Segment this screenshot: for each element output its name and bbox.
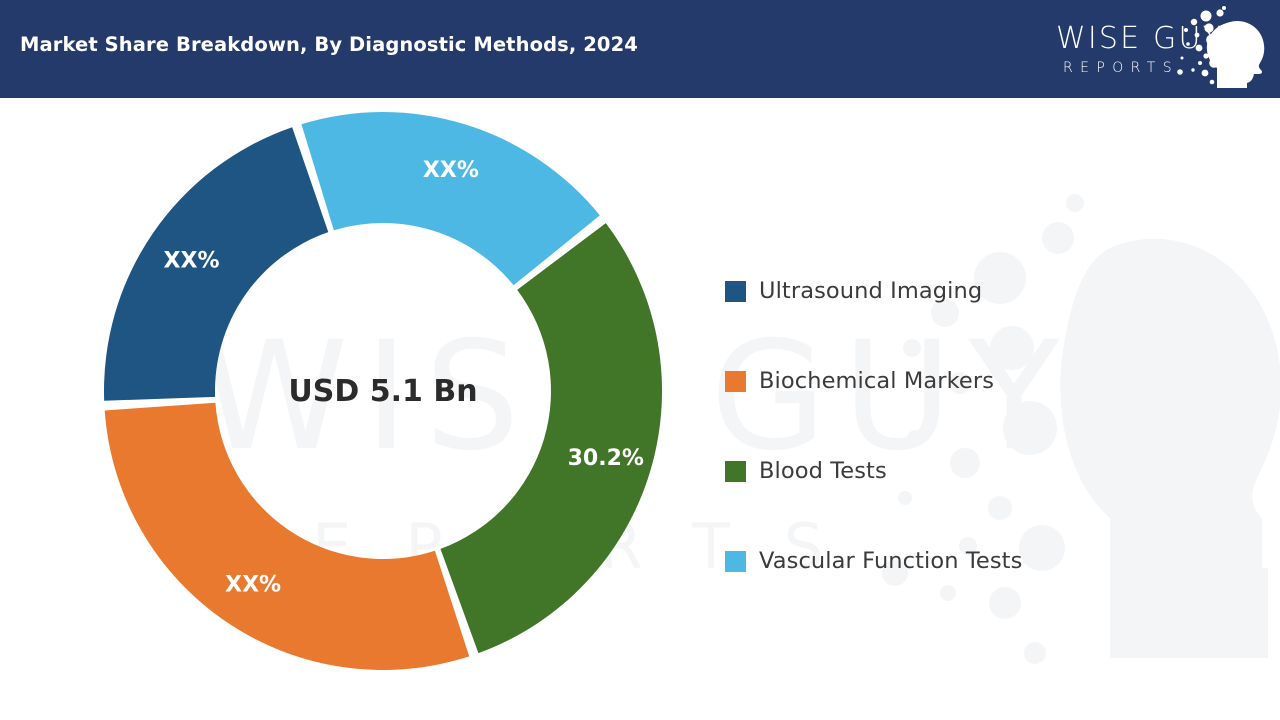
- wise-guy-reports-logo: WISE GUY REPORTS: [1054, 6, 1272, 92]
- legend-label: Biochemical Markers: [759, 368, 995, 394]
- donut-svg: XX% XX% 30.2% XX%: [103, 112, 662, 670]
- legend-label: Vascular Function Tests: [759, 548, 1023, 574]
- legend-swatch-icon: [725, 550, 746, 572]
- chart-legend: Ultrasound Imaging Biochemical Markers B…: [725, 246, 1145, 606]
- donut-slice[interactable]: [440, 223, 662, 654]
- page-title: Market Share Breakdown, By Diagnostic Me…: [20, 33, 638, 56]
- legend-swatch-icon: [725, 280, 746, 302]
- legend-label: Blood Tests: [759, 458, 887, 484]
- donut-slices: [103, 112, 662, 670]
- legend-label: Ultrasound Imaging: [759, 278, 983, 304]
- donut-slice-labels: XX% XX% 30.2% XX%: [164, 158, 644, 598]
- svg-text:REPORTS: REPORTS: [1063, 60, 1179, 76]
- page-header: Market Share Breakdown, By Diagnostic Me…: [0, 0, 1280, 98]
- chart-body: WISE GUY REPORTS: [0, 98, 1280, 720]
- donut-slice[interactable]: [301, 112, 600, 286]
- donut-slice[interactable]: [104, 402, 470, 670]
- legend-swatch-icon: [725, 370, 746, 392]
- slice-value-label: XX%: [423, 158, 479, 183]
- donut-chart: XX% XX% 30.2% XX% USD 5.1 Bn: [103, 112, 662, 670]
- legend-item-vascular-function-tests[interactable]: Vascular Function Tests: [725, 516, 1145, 606]
- slice-value-label: 30.2%: [568, 446, 644, 471]
- legend-item-blood-tests[interactable]: Blood Tests: [725, 426, 1145, 516]
- legend-item-ultrasound-imaging[interactable]: Ultrasound Imaging: [725, 246, 1145, 336]
- legend-item-biochemical-markers[interactable]: Biochemical Markers: [725, 336, 1145, 426]
- svg-text:WISE GUY: WISE GUY: [1056, 21, 1223, 56]
- donut-slice[interactable]: [103, 127, 329, 401]
- legend-swatch-icon: [725, 460, 746, 482]
- slice-value-label: XX%: [225, 573, 281, 598]
- slice-value-label: XX%: [164, 248, 220, 273]
